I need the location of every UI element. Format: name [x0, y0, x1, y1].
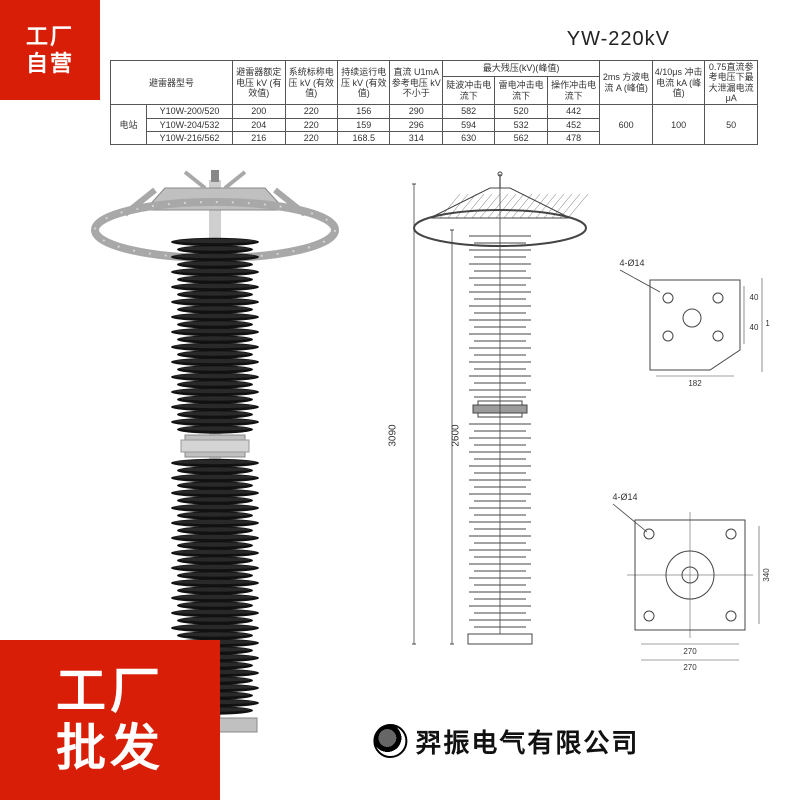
th-c4: 直流 U1mA 参考电压 kV 不小于: [390, 61, 442, 105]
td-model: Y10W-204/532: [147, 118, 233, 131]
spec-table: 避雷器型号 避雷器额定电压 kV (有效值) 系统标称电压 kV (有效值) 持…: [110, 60, 758, 145]
td: 216: [233, 132, 285, 145]
td: 50: [705, 105, 758, 145]
th-model-group: 避雷器型号: [111, 61, 233, 105]
product-title: YW-220kV: [567, 28, 670, 51]
td: 220: [285, 118, 337, 131]
th-c1: 避雷器额定电压 kV (有效值): [233, 61, 285, 105]
td: 200: [233, 105, 285, 118]
svg-text:340: 340: [762, 568, 770, 582]
table-header-row: 避雷器型号 避雷器额定电压 kV (有效值) 系统标称电压 kV (有效值) 持…: [111, 61, 758, 77]
th-c7: 4/10μs 冲击电流 kA (峰值): [652, 61, 704, 105]
td: 594: [442, 118, 494, 131]
svg-text:4-Ø14: 4-Ø14: [612, 492, 637, 502]
th-c3: 持续运行电压 kV (有效值): [337, 61, 389, 105]
company-name: 羿振电气有限公司: [373, 723, 639, 760]
td-group-label: 电站: [111, 105, 147, 145]
badge-bottom-line2: 批发: [56, 720, 164, 778]
svg-text:270: 270: [683, 647, 697, 656]
th-c5a: 陡波冲击电流下: [442, 76, 494, 104]
td-model: Y10W-200/520: [147, 105, 233, 118]
technical-drawing: 4-Ø14 40 40 120 182 4-Ø14 270 270 340: [410, 170, 770, 740]
svg-text:182: 182: [688, 379, 702, 388]
factory-wholesale-badge: 工厂 批发: [0, 640, 220, 800]
svg-text:40: 40: [750, 293, 759, 302]
th-c5-group: 最大残压(kV)(峰值): [442, 61, 599, 77]
td: 562: [495, 132, 547, 145]
svg-text:270: 270: [683, 663, 697, 672]
td: 204: [233, 118, 285, 131]
td: 290: [390, 105, 442, 118]
th-c2: 系统标称电压 kV (有效值): [285, 61, 337, 105]
page-root: 工厂 自营 工厂 批发 YW-220kV 避雷器型号 避雷器额定电压 kV (有…: [0, 0, 800, 800]
svg-text:40: 40: [750, 323, 759, 332]
spec-table-table: 避雷器型号 避雷器额定电压 kV (有效值) 系统标称电压 kV (有效值) 持…: [110, 60, 758, 145]
td: 478: [547, 132, 599, 145]
td: 159: [337, 118, 389, 131]
th-c8: 0.75直流参考电压下最大泄漏电流 μA: [705, 61, 758, 105]
th-c5c: 操作冲击电流下: [547, 76, 599, 104]
td: 100: [652, 105, 704, 145]
td: 156: [337, 105, 389, 118]
td: 582: [442, 105, 494, 118]
td: 442: [547, 105, 599, 118]
td: 532: [495, 118, 547, 131]
factory-direct-badge: 工厂 自营: [0, 0, 100, 100]
svg-text:4-Ø14: 4-Ø14: [619, 258, 644, 268]
dim-overall-height: 3090: [388, 424, 399, 446]
td: 314: [390, 132, 442, 145]
badge-top-line2: 自营: [26, 50, 74, 78]
badge-bottom-line1: 工厂: [56, 663, 164, 721]
td: 452: [547, 118, 599, 131]
td-model: Y10W-216/562: [147, 132, 233, 145]
td: 168.5: [337, 132, 389, 145]
td: 600: [600, 105, 652, 145]
th-c6: 2ms 方波电流 A (峰值): [600, 61, 652, 105]
table-row: 电站Y10W-200/52020022015629058252044260010…: [111, 105, 758, 118]
th-c5b: 雷电冲击电流下: [495, 76, 547, 104]
svg-text:120: 120: [765, 319, 770, 328]
td: 220: [285, 132, 337, 145]
dim-insulator-height: 2600: [451, 424, 462, 446]
td: 220: [285, 105, 337, 118]
td: 520: [495, 105, 547, 118]
td: 296: [390, 118, 442, 131]
td: 630: [442, 132, 494, 145]
badge-top-line1: 工厂: [26, 23, 74, 51]
